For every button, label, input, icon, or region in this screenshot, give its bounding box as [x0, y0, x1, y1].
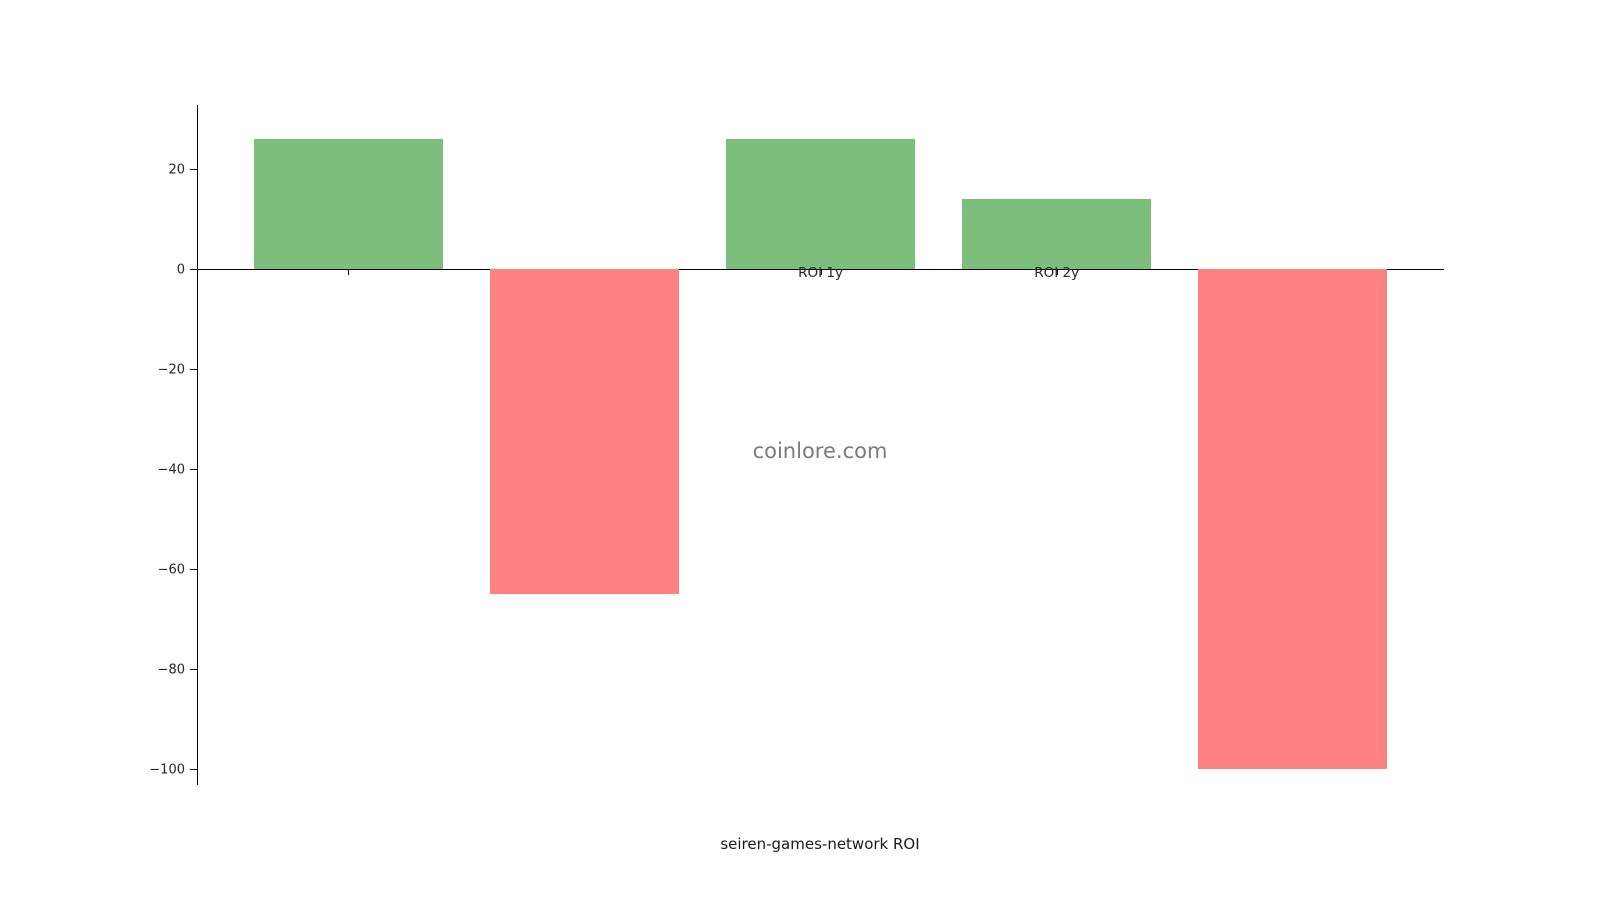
x-tick-mark: [820, 269, 822, 275]
x-tick-mark: [1056, 269, 1058, 275]
y-axis-spine: [197, 105, 199, 785]
y-tick-mark: [190, 569, 197, 571]
y-tick-mark: [190, 369, 197, 371]
y-tick-mark: [190, 769, 197, 771]
y-tick-label: −80: [157, 662, 185, 677]
y-tick-label: −60: [157, 562, 185, 577]
y-tick-mark: [190, 669, 197, 671]
roi-bar-positive: [253, 139, 443, 269]
roi-bar-negative: [489, 269, 679, 594]
y-tick-mark: [190, 469, 197, 471]
roi-bar-positive: [962, 199, 1152, 269]
chart-title: seiren-games-network ROI: [720, 835, 920, 853]
y-tick-label: −100: [149, 762, 185, 777]
y-tick-label: 20: [168, 162, 185, 177]
y-tick-label: −40: [157, 462, 185, 477]
x-tick-label: ROI 1y: [798, 265, 843, 281]
y-tick-mark: [190, 169, 197, 171]
roi-bar-positive: [726, 139, 915, 269]
x-tick-label: ROI 2y: [1034, 265, 1080, 281]
roi-bar-negative: [1198, 269, 1388, 769]
x-tick-mark: [348, 269, 350, 275]
y-tick-mark: [190, 269, 197, 271]
y-tick-label: 0: [176, 262, 185, 277]
y-tick-label: −20: [157, 362, 185, 377]
watermark: coinlore.com: [752, 439, 888, 463]
